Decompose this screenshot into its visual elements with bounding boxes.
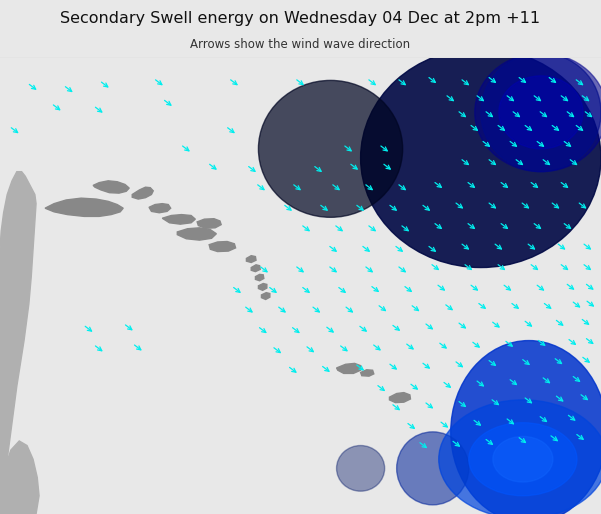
Polygon shape (255, 274, 264, 281)
Ellipse shape (493, 436, 553, 482)
Polygon shape (197, 218, 221, 228)
Ellipse shape (258, 80, 403, 217)
Polygon shape (246, 255, 256, 263)
Polygon shape (261, 292, 270, 300)
Polygon shape (149, 204, 171, 213)
Ellipse shape (337, 446, 385, 491)
Polygon shape (209, 242, 236, 251)
Ellipse shape (361, 48, 601, 267)
Polygon shape (0, 172, 36, 514)
Ellipse shape (439, 400, 601, 514)
Polygon shape (177, 228, 216, 240)
Ellipse shape (481, 53, 601, 172)
Polygon shape (361, 370, 374, 376)
Ellipse shape (397, 432, 469, 505)
Polygon shape (162, 214, 195, 224)
Polygon shape (251, 265, 260, 271)
Polygon shape (93, 181, 129, 193)
Ellipse shape (499, 76, 583, 149)
Polygon shape (258, 284, 267, 290)
Text: Arrows show the wind wave direction: Arrows show the wind wave direction (191, 39, 410, 51)
Ellipse shape (451, 341, 601, 514)
Polygon shape (132, 187, 153, 199)
Polygon shape (45, 198, 123, 216)
Polygon shape (0, 441, 39, 514)
Polygon shape (337, 363, 361, 373)
Ellipse shape (469, 423, 577, 495)
Polygon shape (389, 393, 410, 402)
Ellipse shape (475, 53, 601, 172)
Text: Secondary Swell energy on Wednesday 04 Dec at 2pm +11: Secondary Swell energy on Wednesday 04 D… (61, 11, 540, 26)
